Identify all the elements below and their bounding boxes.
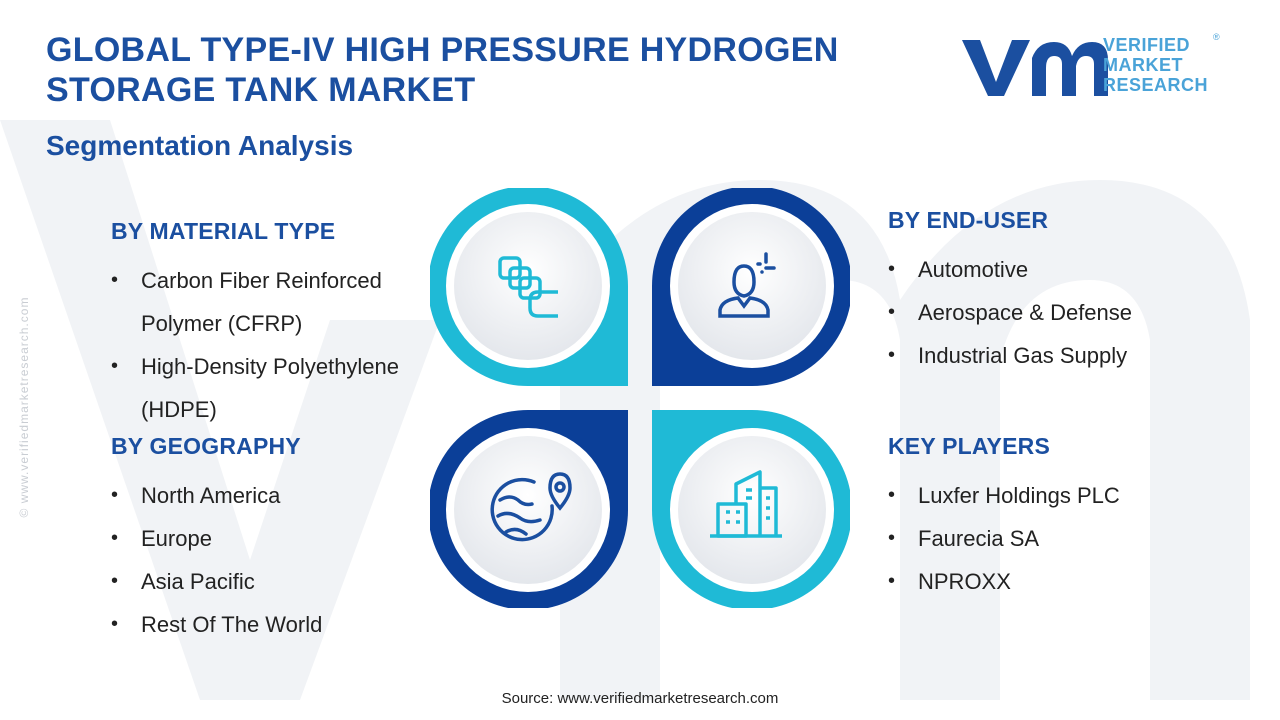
list-item: Automotive: [888, 248, 1248, 291]
side-watermark: © www.verifiedmarketresearch.com: [17, 296, 31, 518]
list-item: Luxfer Holdings PLC: [888, 474, 1248, 517]
vmr-logo-icon: [962, 40, 1108, 96]
segment-heading: BY MATERIAL TYPE: [111, 218, 336, 244]
list-item: North America: [111, 474, 441, 517]
quadrant-key-players: [652, 410, 850, 608]
source-footnote: Source: www.verifiedmarketresearch.com: [501, 690, 779, 707]
segment-list: Automotive Aerospace & Defense Industria…: [888, 248, 1248, 377]
logo-wordmark: VERIFIED MARKET RESEARCH: [1103, 35, 1208, 95]
page-title: GLOBAL TYPE-IV HIGH PRESSURE HYDROGEN ST…: [46, 31, 839, 109]
list-item: Rest Of The World: [111, 603, 441, 646]
segment-heading: BY GEOGRAPHY: [111, 433, 301, 459]
list-item: High-Density Polyethylene (HDPE): [111, 345, 441, 431]
quadrant-end-user: [652, 188, 850, 386]
segment-heading: KEY PLAYERS: [888, 433, 1050, 459]
end-user-person-icon: [718, 252, 776, 318]
list-item: Europe: [111, 517, 441, 560]
logo-line-verified: VERIFIED: [1103, 35, 1191, 55]
quadrant-geography: [430, 410, 628, 608]
segment-material-type: BY MATERIAL TYPE Carbon Fiber Reinforced…: [111, 218, 441, 431]
list-item: Carbon Fiber Reinforced Polymer (CFRP): [111, 259, 441, 345]
list-item: Aerospace & Defense: [888, 291, 1248, 334]
segment-heading: BY END-USER: [888, 207, 1049, 233]
logo-line-market: MARKET: [1103, 55, 1183, 75]
logo-registered-mark: ®: [1213, 32, 1220, 42]
segment-geography: BY GEOGRAPHY North America Europe Asia P…: [111, 433, 441, 646]
segment-key-players: KEY PLAYERS Luxfer Holdings PLC Faurecia…: [888, 433, 1248, 603]
page-subtitle: Segmentation Analysis: [46, 130, 354, 161]
globe-location-icon: [490, 472, 572, 542]
logo-line-research: RESEARCH: [1103, 75, 1209, 95]
list-item: Industrial Gas Supply: [888, 334, 1248, 377]
segment-list: Luxfer Holdings PLC Faurecia SA NPROXX: [888, 474, 1248, 603]
segment-end-user: BY END-USER Automotive Aerospace & Defen…: [888, 207, 1248, 377]
material-blocks-icon: [498, 256, 558, 318]
city-buildings-icon: [710, 470, 782, 538]
list-item: Asia Pacific: [111, 560, 441, 603]
list-item: Faurecia SA: [888, 517, 1248, 560]
segment-quadrant-graphic: [430, 188, 850, 608]
list-item: NPROXX: [888, 560, 1248, 603]
segment-list: Carbon Fiber Reinforced Polymer (CFRP) H…: [111, 259, 441, 431]
quadrant-material: [430, 188, 628, 386]
segment-list: North America Europe Asia Pacific Rest O…: [111, 474, 441, 646]
